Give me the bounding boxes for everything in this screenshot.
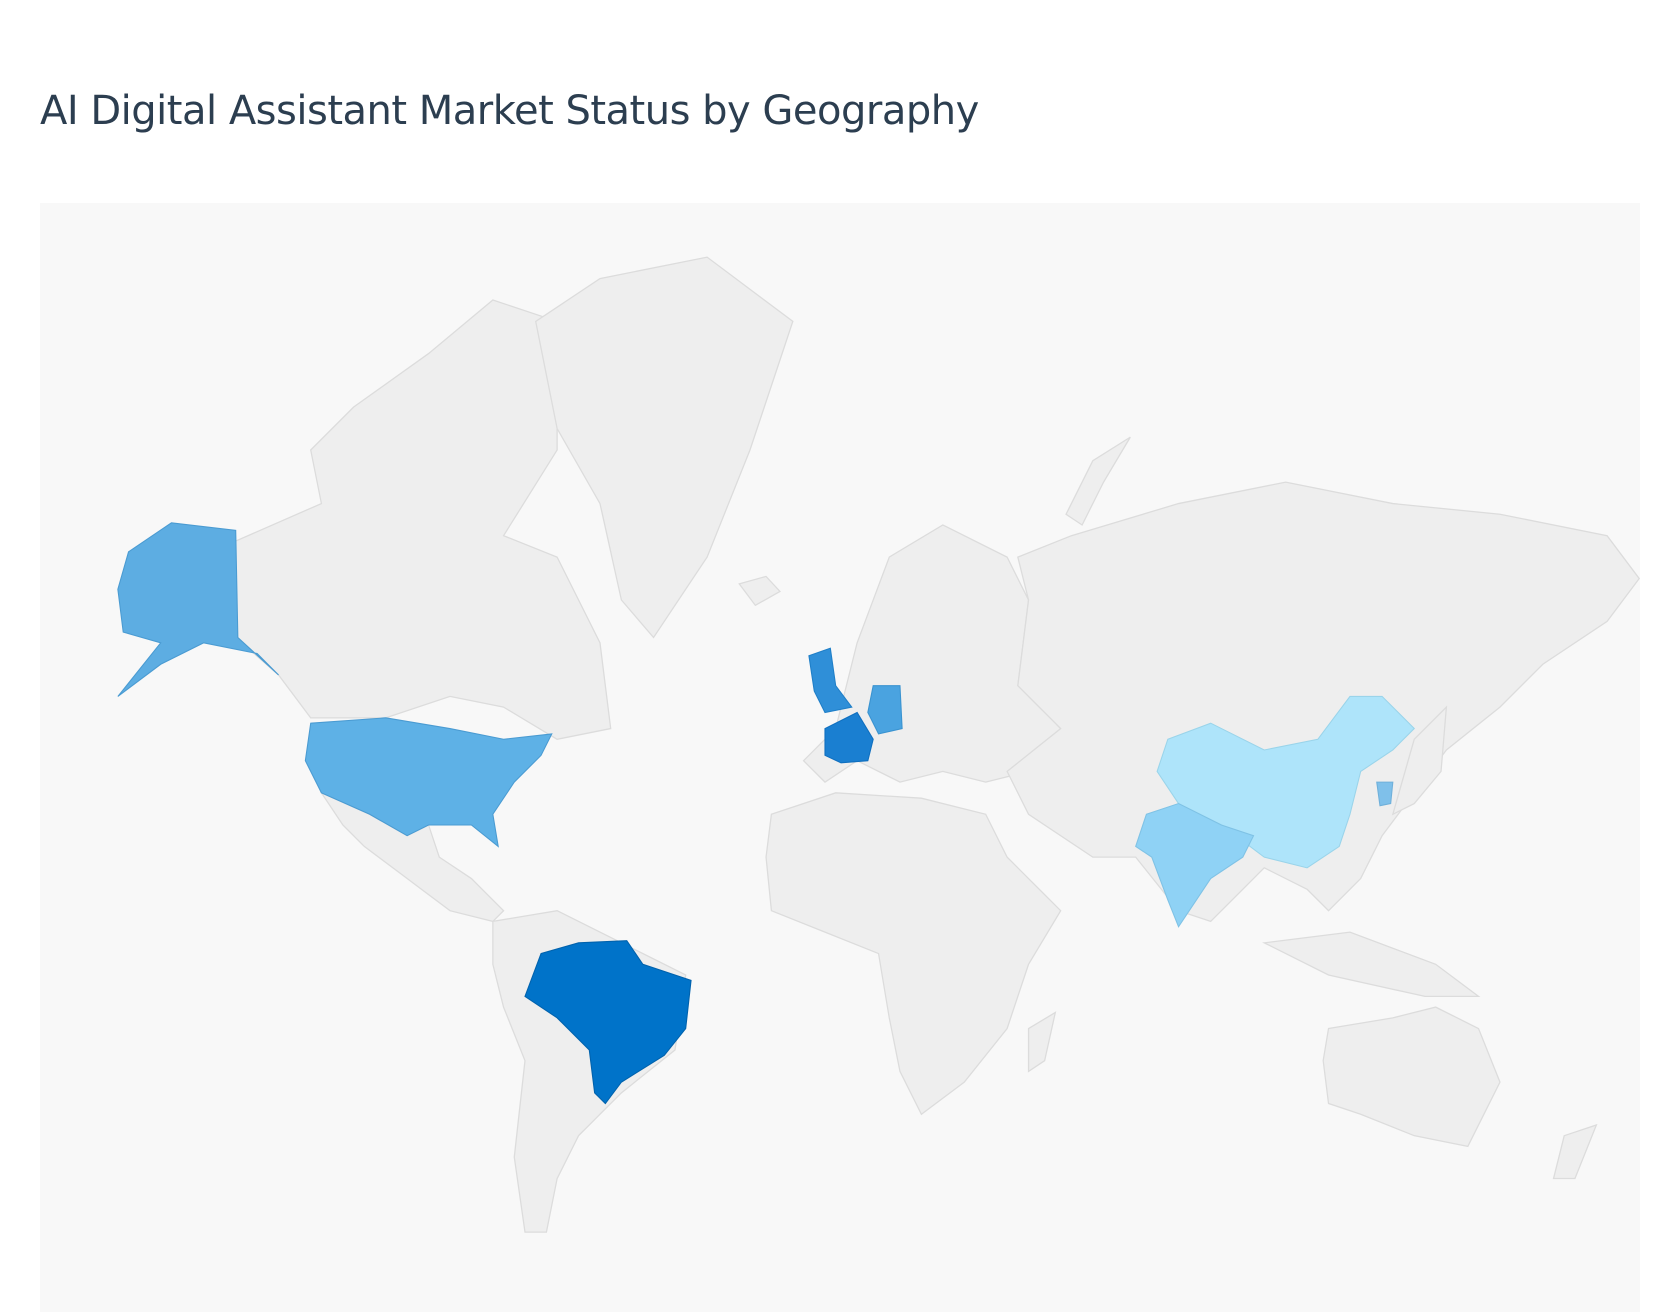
- india: [1135, 802, 1255, 928]
- france: [824, 711, 874, 764]
- brazil: [524, 940, 692, 1105]
- australia: [1322, 1006, 1501, 1148]
- iceland: [738, 575, 782, 607]
- page-title: AI Digital Assistant Market Status by Ge…: [40, 88, 979, 134]
- south-korea: [1376, 781, 1394, 807]
- novaya-zemlya: [1065, 436, 1131, 526]
- germany: [867, 685, 903, 735]
- southeast-asia: [1262, 931, 1481, 998]
- united-states: [304, 717, 553, 848]
- new-zealand: [1552, 1123, 1598, 1180]
- madagascar: [1027, 1011, 1057, 1073]
- world-map: [40, 203, 1641, 1312]
- japan: [1391, 705, 1448, 816]
- alaska: [117, 522, 279, 697]
- greenland: [534, 256, 794, 639]
- united-kingdom: [808, 647, 853, 714]
- canada: [235, 299, 612, 740]
- africa: [765, 792, 1062, 1116]
- europe: [802, 524, 1062, 783]
- map-shapes: [117, 256, 1641, 1233]
